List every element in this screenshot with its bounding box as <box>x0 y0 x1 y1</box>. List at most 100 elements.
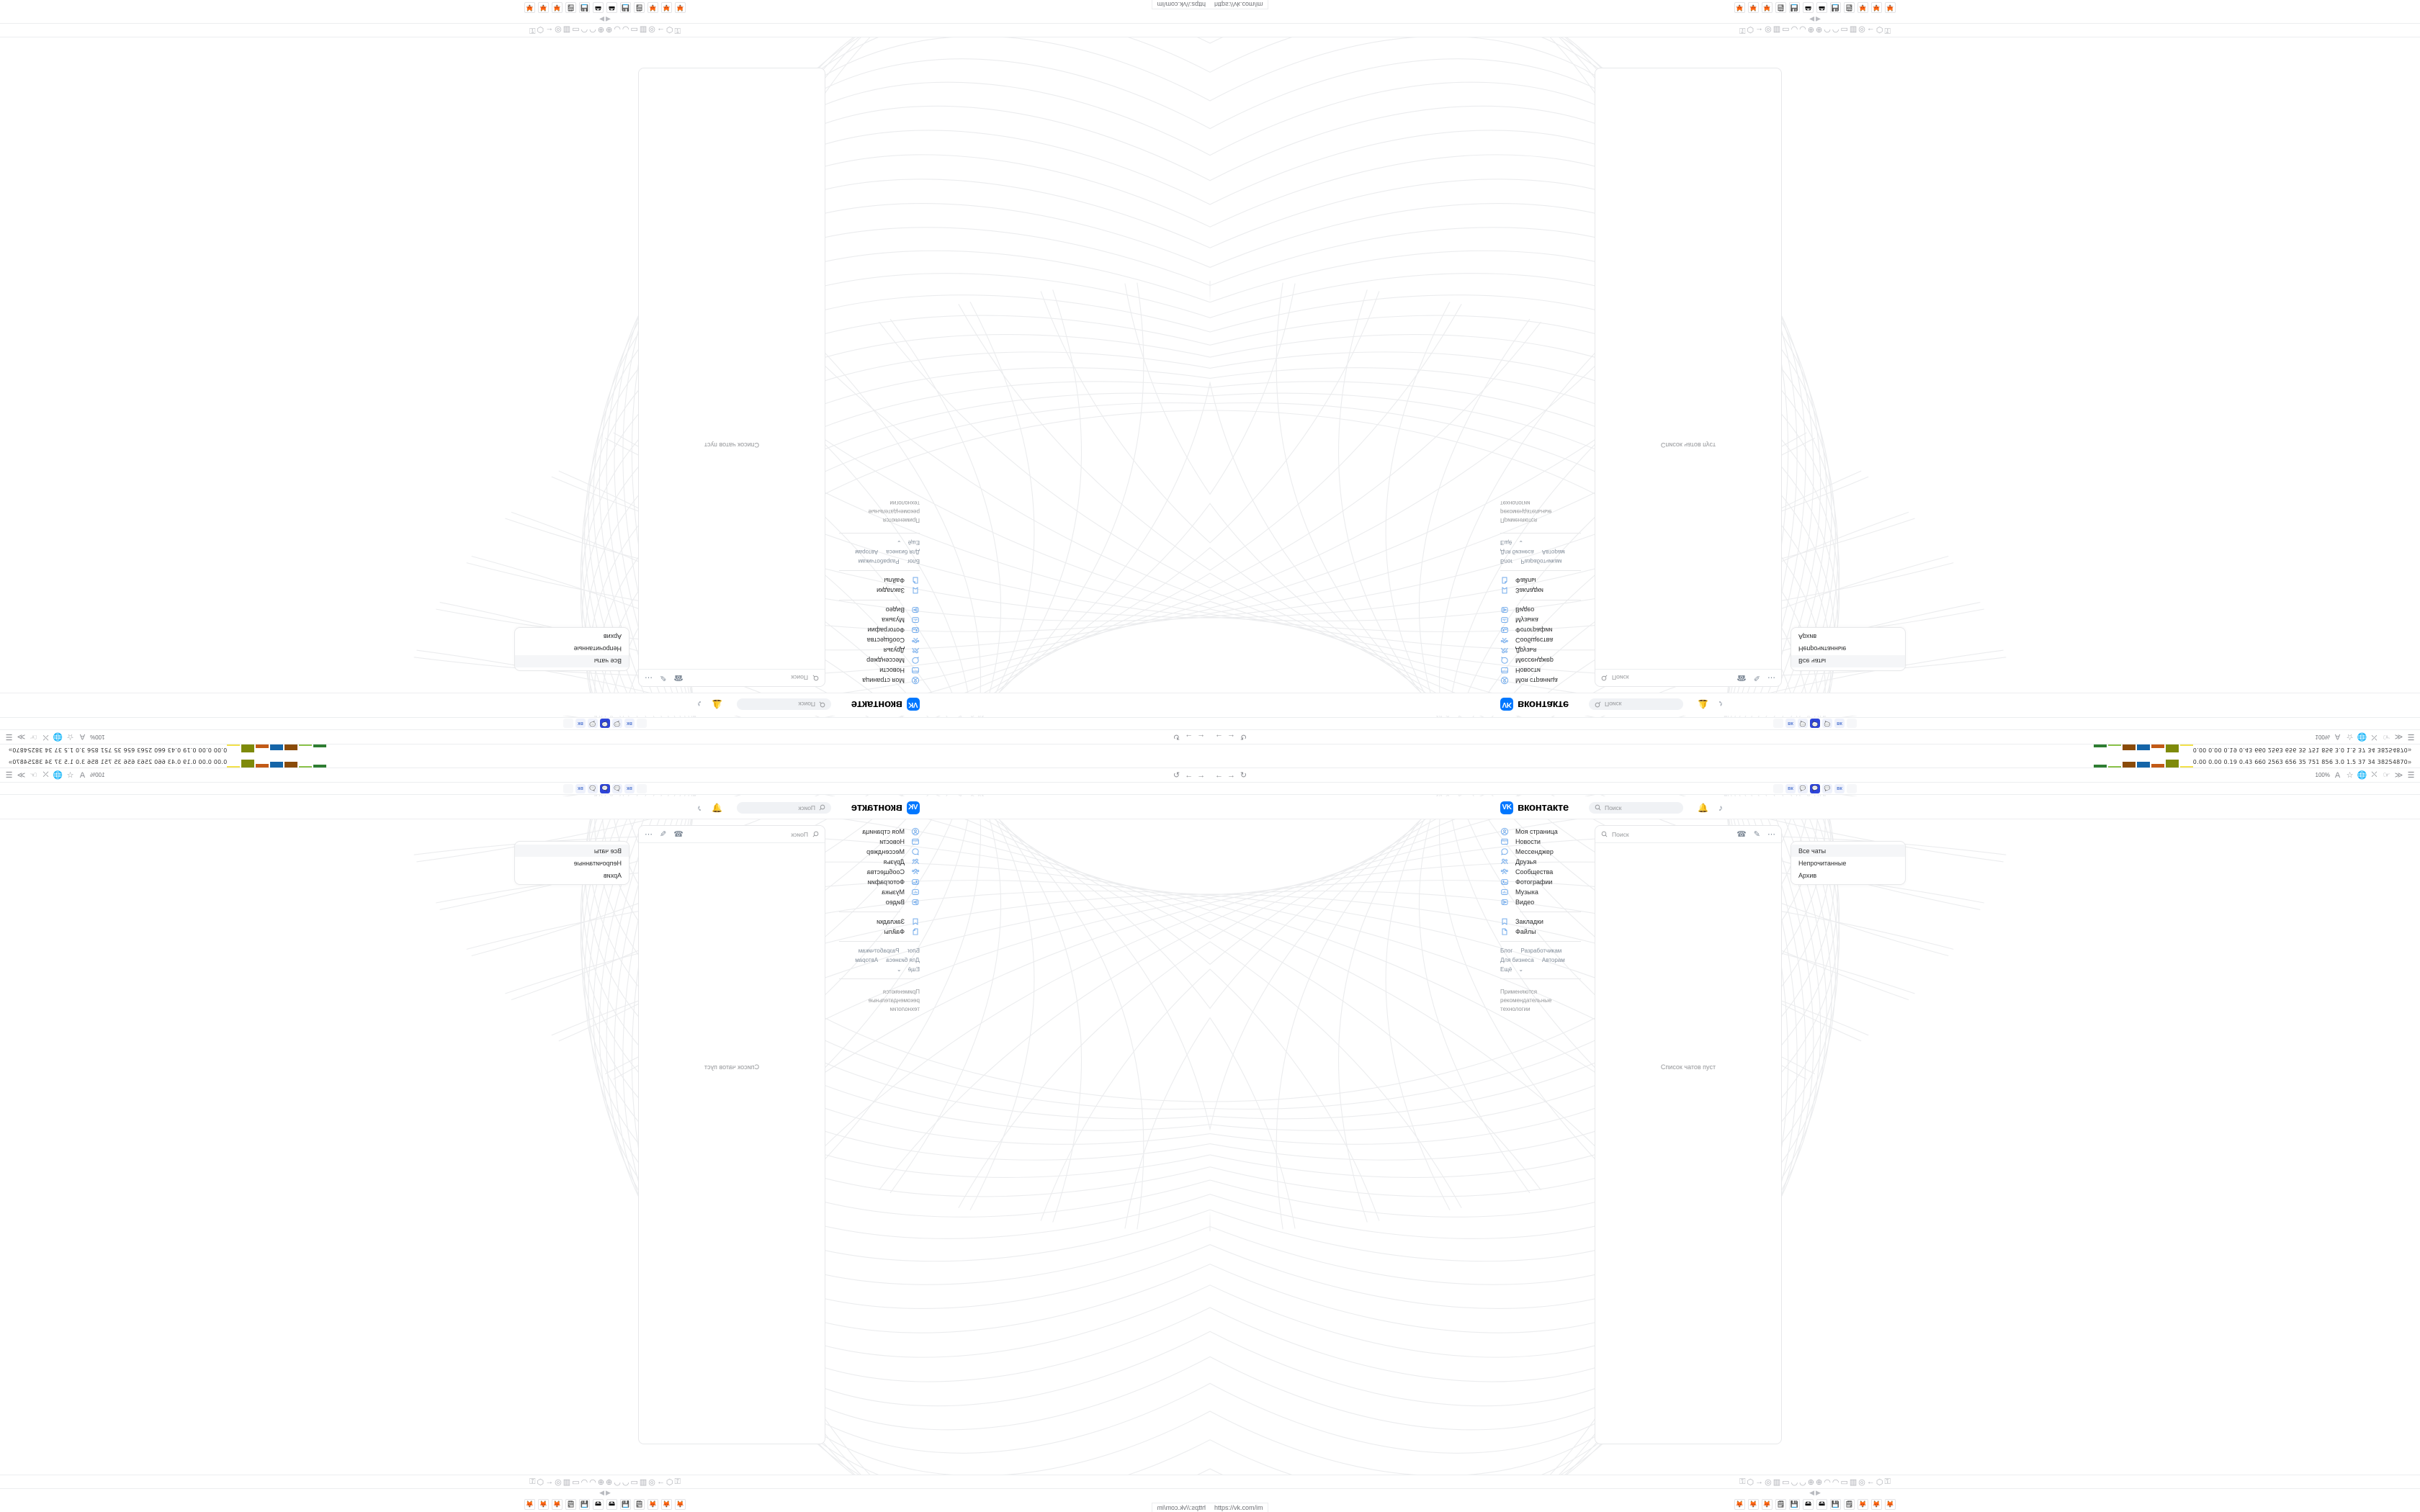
tray-icon[interactable]: ▭ <box>630 25 638 35</box>
taskbar-item[interactable]: 🦊 <box>1871 1498 1882 1510</box>
taskbar-item[interactable]: 🦊 <box>552 1498 563 1510</box>
bookmark-star-icon[interactable]: ☆ <box>2346 771 2354 780</box>
tray-icon[interactable]: ◠ <box>1824 1477 1831 1487</box>
taskbar-item[interactable]: 🗒 <box>1775 2 1786 14</box>
tray-icon[interactable]: ◎ <box>1765 25 1772 35</box>
sidebar-item-photos[interactable]: Фотографии <box>839 877 920 887</box>
tray-icon[interactable]: ◎ <box>1858 25 1865 35</box>
tray-icon[interactable]: ◡ <box>1791 1477 1798 1487</box>
ublock-shield-icon[interactable]: ⛌ <box>2371 733 2378 742</box>
tray-icon[interactable]: ◠ <box>1824 25 1831 35</box>
taskbar-item[interactable]: 🦊 <box>1871 2 1882 14</box>
call-icon[interactable]: ☎ <box>673 673 684 682</box>
sidebar-item-video[interactable]: Видео <box>1500 897 1581 907</box>
tray-icon[interactable]: → <box>1755 26 1764 35</box>
compose-icon[interactable]: ✎ <box>1753 830 1760 839</box>
tray-icon[interactable]: ⚿ <box>529 1477 536 1486</box>
ublock-shield-icon[interactable]: ⛌ <box>42 733 49 742</box>
tab-vk-2[interactable]: вк <box>575 719 586 729</box>
tray-icon[interactable]: ◎ <box>555 1477 562 1487</box>
messenger-search-input[interactable]: Поиск <box>684 675 819 682</box>
forward-arrow-icon[interactable]: → <box>1227 770 1235 780</box>
forward-arrow-icon[interactable]: → <box>1185 732 1193 742</box>
compose-icon[interactable]: ✎ <box>1753 673 1760 682</box>
sidebar-item-groups[interactable]: Сообщества <box>1500 867 1581 877</box>
bell-icon[interactable]: 🔔 <box>712 699 723 710</box>
sidebar-item-groups[interactable]: Сообщества <box>839 867 920 877</box>
tray-icon[interactable]: ← <box>1866 1477 1875 1486</box>
dropdown-item-archive[interactable]: Архив <box>1798 871 1817 879</box>
taskbar-item[interactable]: 🦊 <box>675 2 686 14</box>
tray-icon[interactable]: ⚿ <box>1739 1477 1746 1486</box>
sidebar-item-my-page[interactable]: Моя страница <box>839 827 920 837</box>
tray-prev-icon[interactable]: ◀ <box>606 16 611 24</box>
sidebar-item-bookmarks[interactable]: Закладки <box>839 585 920 595</box>
dropdown-item-all-chats[interactable]: Все чаты <box>1791 655 1905 667</box>
messenger-search-input[interactable]: Поиск <box>684 831 819 838</box>
taskbar-item[interactable]: 🦊 <box>524 1498 535 1510</box>
tray-icon[interactable]: ⬡ <box>666 25 673 35</box>
vk-logo[interactable]: VK вконтакте <box>1500 698 1569 711</box>
tray-icon[interactable]: ⚿ <box>674 26 681 35</box>
tray-icon[interactable]: ◡ <box>1799 25 1806 35</box>
sidebar-item-friends[interactable]: Друзья <box>1500 645 1581 655</box>
tab-chat-2[interactable]: 💬 <box>588 719 598 729</box>
reload-icon[interactable]: ↻ <box>1173 732 1180 741</box>
sidebar-item-files[interactable]: Файлы <box>839 927 920 937</box>
taskbar-item[interactable]: 🗒 <box>634 1498 645 1510</box>
footer-link-more[interactable]: Ещё <box>1500 539 1512 546</box>
tray-icon[interactable]: ◠ <box>589 25 596 35</box>
chevron-down-icon[interactable]: ⌄ <box>1518 539 1524 546</box>
taskbar-item[interactable]: 🖴 <box>1816 2 1827 14</box>
vk-logo[interactable]: VK вконтакте <box>851 801 920 814</box>
translate-icon[interactable]: A <box>2334 770 2341 780</box>
tab-vk-1[interactable]: вк <box>1785 783 1796 793</box>
music-icon[interactable]: ♪ <box>1718 699 1723 710</box>
taskbar-item[interactable]: 🦊 <box>1885 1498 1896 1510</box>
sidebar-item-messenger[interactable]: Мессенджер <box>839 655 920 665</box>
sidebar-item-files[interactable]: Файлы <box>839 575 920 585</box>
tray-icon[interactable]: ◠ <box>1832 25 1839 35</box>
taskbar-item[interactable]: 💾 <box>1789 2 1800 14</box>
tray-icon[interactable]: → <box>656 26 665 35</box>
tray-icon[interactable]: ⚿ <box>674 1477 681 1486</box>
tab-vk-1[interactable]: вк <box>624 719 635 729</box>
more-icon[interactable]: ⋯ <box>1767 830 1775 839</box>
tray-icon[interactable]: ⬡ <box>666 1477 673 1487</box>
globe-container-icon[interactable]: 🌐 <box>53 771 63 780</box>
tray-icon[interactable]: ◡ <box>614 1477 621 1487</box>
forward-arrow-icon[interactable]: → <box>1185 770 1193 780</box>
tray-icon[interactable]: ⚿ <box>1739 26 1746 35</box>
translate-icon[interactable]: A <box>79 732 86 742</box>
taskbar-item[interactable]: 🗒 <box>634 2 645 14</box>
tray-icon[interactable]: ◎ <box>648 1477 655 1487</box>
tray-icon[interactable]: ▭ <box>1782 25 1790 35</box>
url-bar[interactable] <box>107 770 1169 780</box>
tray-icon[interactable]: ← <box>545 26 554 35</box>
sidebar-item-video[interactable]: Видео <box>1500 605 1581 615</box>
url-bar[interactable] <box>1251 732 2313 742</box>
sidebar-item-news[interactable]: Новости <box>839 837 920 847</box>
footer-link-authors[interactable]: Авторам <box>855 957 879 963</box>
dropdown-item-archive[interactable]: Архив <box>603 871 622 879</box>
tray-icon[interactable]: ◎ <box>555 25 562 35</box>
tab-chat-1[interactable]: 💬 <box>1798 719 1808 729</box>
tray-icon[interactable]: ▭ <box>572 1477 580 1487</box>
tray-icon[interactable]: → <box>656 1477 665 1486</box>
extensions-overflow-icon[interactable]: ≫ <box>17 771 26 780</box>
tab-chat-2[interactable]: 💬 <box>588 783 598 793</box>
tray-icon[interactable]: ◠ <box>581 25 588 35</box>
tray-icon[interactable]: ▭ <box>1840 1477 1848 1487</box>
tray-icon[interactable]: ⊕ <box>606 25 613 35</box>
taskbar-item[interactable]: 🦊 <box>538 1498 549 1510</box>
tray-prev-icon[interactable]: ◀ <box>1809 16 1814 24</box>
sidebar-item-bookmarks[interactable]: Закладки <box>839 917 920 927</box>
chevron-collapse-icon[interactable]: » <box>2407 747 2411 754</box>
taskbar-item[interactable]: 🦊 <box>1857 1498 1868 1510</box>
bell-icon[interactable]: 🔔 <box>1697 699 1708 710</box>
music-icon[interactable]: ♪ <box>697 699 702 710</box>
tray-icon[interactable]: ▥ <box>563 25 571 35</box>
tab-vk-2[interactable]: вк <box>575 783 586 793</box>
taskbar-item[interactable]: 🖴 <box>1803 2 1814 14</box>
dropdown-item-archive[interactable]: Архив <box>1798 633 1817 641</box>
